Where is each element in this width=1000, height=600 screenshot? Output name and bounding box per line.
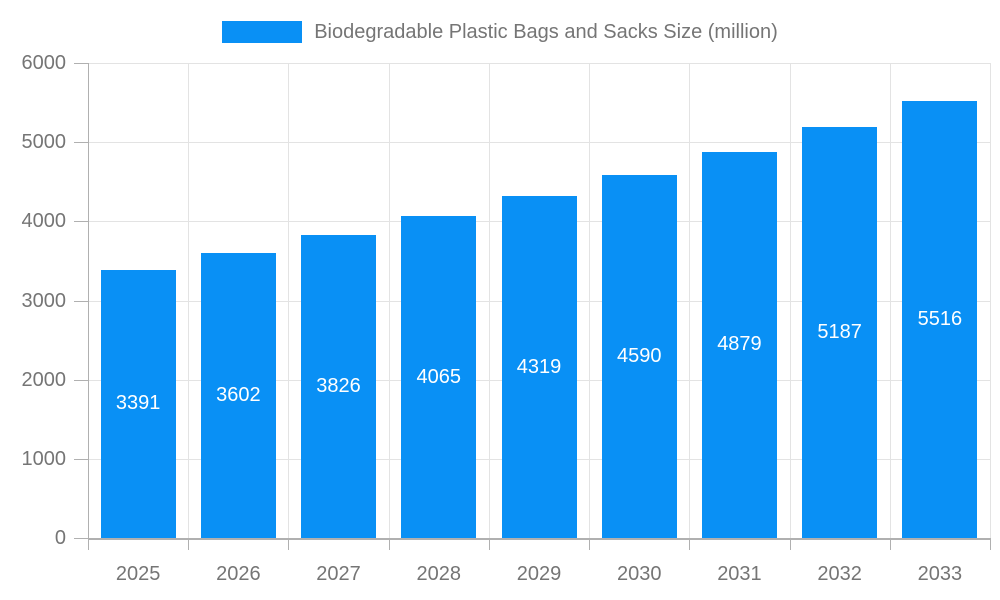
bar-value-label: 4590 (616, 344, 662, 367)
legend-series-label: Biodegradable Plastic Bags and Sacks Siz… (314, 21, 778, 43)
y-axis-tick-label: 3000 (21, 289, 67, 312)
v-gridline (188, 63, 190, 538)
bar-2029: 4319 (501, 196, 577, 538)
y-tick-mark (74, 458, 88, 460)
y-tick-mark (74, 63, 88, 64)
chart-legend: Biodegradable Plastic Bags and Sacks Siz… (0, 14, 1000, 50)
y-axis-tick-label: 6000 (21, 52, 67, 74)
v-gridline (789, 63, 791, 538)
y-tick-mark (74, 221, 88, 223)
v-gridline (388, 63, 390, 538)
bar-2032: 5187 (802, 127, 878, 538)
v-gridline (488, 63, 490, 538)
x-tick-mark (288, 538, 290, 550)
y-axis-tick-label: 4000 (21, 210, 67, 233)
y-axis-tick-label: 5000 (21, 131, 67, 154)
bar-value-label: 3602 (216, 383, 261, 406)
x-axis-tick-label: 2027 (316, 563, 361, 585)
y-tick-mark (74, 538, 88, 539)
bar-value-label: 5187 (817, 321, 862, 344)
x-tick-mark (990, 538, 991, 550)
bar-value-label: 4879 (717, 333, 762, 356)
y-axis-line (88, 63, 89, 538)
bar-2033: 5516 (902, 101, 978, 538)
legend-color-swatch (222, 21, 303, 43)
y-tick-mark (74, 142, 88, 144)
bar-value-label: 4319 (516, 355, 562, 378)
v-gridline (589, 63, 591, 538)
v-gridline (689, 63, 691, 538)
y-axis-tick-label: 2000 (21, 368, 67, 391)
x-tick-mark (689, 538, 691, 550)
x-axis-tick-label: 2032 (817, 563, 862, 585)
bar-value-label: 4065 (416, 365, 462, 388)
bar-value-label: 3391 (115, 392, 161, 415)
x-axis-tick-label: 2031 (717, 563, 762, 585)
bar-2028: 4065 (401, 216, 477, 538)
bar-2030: 4590 (601, 174, 677, 538)
y-tick-mark (74, 300, 88, 302)
y-tick-mark (74, 379, 88, 381)
x-tick-mark (188, 538, 190, 550)
x-axis-tick-label: 2025 (115, 563, 161, 585)
v-gridline (990, 63, 991, 538)
bar-value-label: 5516 (917, 308, 963, 331)
x-axis-tick-label: 2029 (516, 563, 562, 585)
bar-2025: 3391 (100, 269, 176, 538)
h-gridline (88, 142, 990, 144)
bar-2026: 3602 (200, 252, 276, 538)
x-axis-line (88, 538, 990, 540)
x-tick-mark (889, 538, 891, 550)
y-axis-tick-label: 0 (54, 527, 66, 549)
v-gridline (889, 63, 891, 538)
x-tick-mark (789, 538, 791, 550)
y-axis-tick-label: 1000 (21, 447, 67, 470)
x-tick-mark (589, 538, 591, 550)
x-axis-tick-label: 2026 (216, 563, 261, 585)
bar-value-label: 3826 (316, 375, 361, 398)
x-tick-mark (388, 538, 390, 550)
bar-2027: 3826 (301, 235, 377, 538)
bar-2031: 4879 (701, 151, 777, 538)
h-gridline (88, 63, 990, 64)
x-tick-mark (488, 538, 490, 550)
x-axis-tick-label: 2033 (917, 563, 963, 585)
x-axis-tick-label: 2030 (616, 563, 662, 585)
x-axis-tick-label: 2028 (416, 563, 462, 585)
v-gridline (288, 63, 290, 538)
x-tick-mark (88, 538, 89, 550)
